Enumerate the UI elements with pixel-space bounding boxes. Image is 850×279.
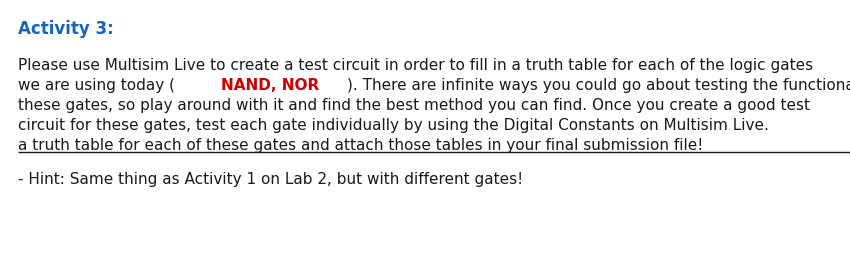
Text: ). There are infinite ways you could go about testing the functionality of: ). There are infinite ways you could go …: [348, 78, 850, 93]
Text: circuit for these gates, test each gate individually by using the Digital Consta: circuit for these gates, test each gate …: [18, 118, 774, 133]
Text: we are using today (: we are using today (: [18, 78, 175, 93]
Text: Activity 3:: Activity 3:: [18, 20, 114, 38]
Text: NAND, NOR: NAND, NOR: [221, 78, 319, 93]
Text: these gates, so play around with it and find the best method you can find. Once : these gates, so play around with it and …: [18, 98, 810, 113]
Text: Please use Multisim Live to create a test circuit in order to fill in a truth ta: Please use Multisim Live to create a tes…: [18, 58, 813, 73]
Text: a truth table for each of these gates and attach those tables in your final subm: a truth table for each of these gates an…: [18, 138, 703, 153]
Text: - Hint: Same thing as Activity 1 on Lab 2, but with different gates!: - Hint: Same thing as Activity 1 on Lab …: [18, 172, 523, 187]
